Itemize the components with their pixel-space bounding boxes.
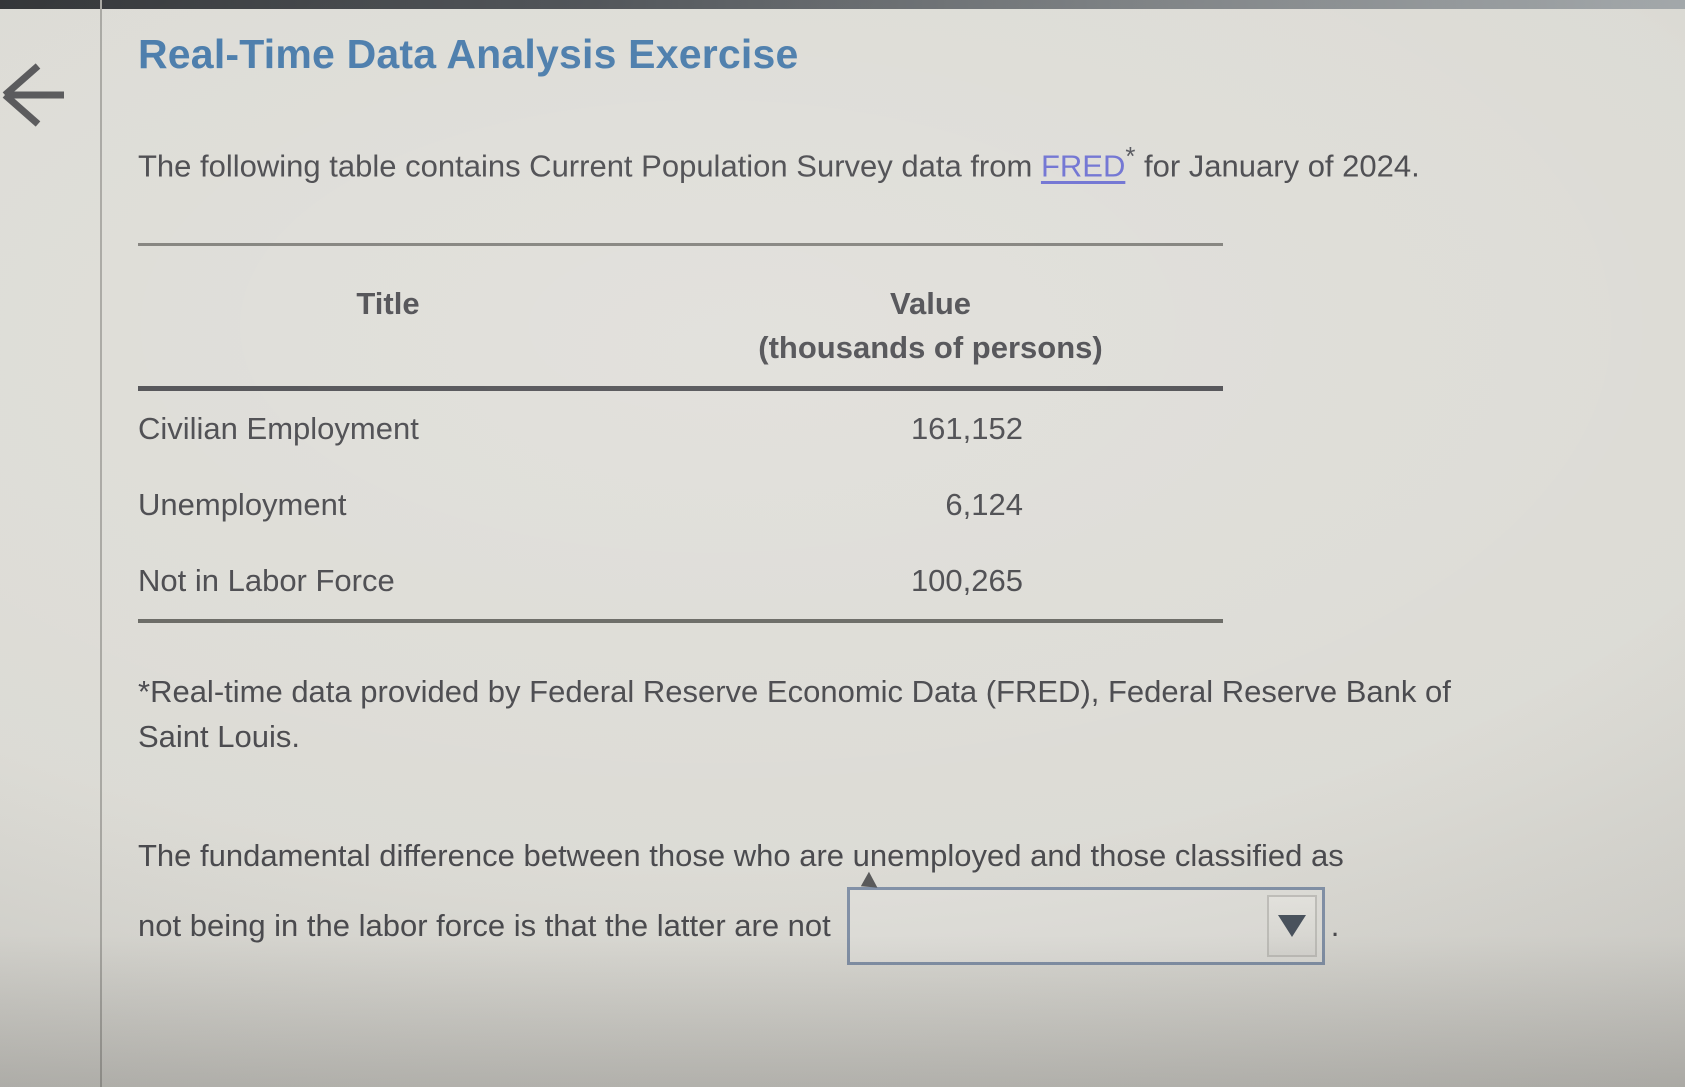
fred-link[interactable]: FRED: [1040, 148, 1126, 184]
table-row: Civilian Employment 161,152: [138, 391, 1223, 467]
arrow-left-to-bar-icon: [0, 54, 72, 136]
column-header-value-line1: Value: [890, 286, 971, 322]
screen-top-edge: [0, 0, 1685, 9]
row-title: Not in Labor Force: [138, 563, 395, 599]
exercise-panel: Real-Time Data Analysis Exercise The fol…: [138, 0, 1558, 967]
intro-text-after-link: for January of 2024.: [1135, 148, 1420, 184]
table-row: Not in Labor Force 100,265: [138, 543, 1223, 619]
row-title: Civilian Employment: [138, 411, 419, 447]
intro-paragraph: The following table contains Current Pop…: [138, 130, 1533, 193]
row-title: Unemployment: [138, 487, 347, 523]
back-button[interactable]: [0, 54, 72, 136]
footnote-marker: *: [1125, 143, 1136, 171]
answer-dropdown[interactable]: [846, 872, 1325, 966]
question-paragraph: The fundamental difference between those…: [138, 823, 1568, 967]
left-rail-divider: [100, 0, 102, 1087]
column-header-value: Value (thousands of persons): [638, 282, 1223, 370]
dropdown-arrow-button[interactable]: [1266, 895, 1317, 958]
question-line2: not being in the labor force is that the…: [138, 908, 831, 944]
fred-footnote: *Real-time data provided by Federal Rese…: [138, 674, 1451, 755]
table-body: Civilian Employment 161,152 Unemployment…: [138, 391, 1223, 624]
caret-down-icon: [1277, 915, 1306, 938]
row-value: 100,265: [910, 563, 1023, 599]
row-value: 161,152: [910, 411, 1023, 447]
answer-dropdown-value: [850, 890, 1267, 962]
intro-text-before-link: The following table contains Current Pop…: [138, 148, 1041, 184]
page-title: Real-Time Data Analysis Exercise: [138, 31, 799, 77]
question-line1: The fundamental difference between those…: [138, 838, 1344, 874]
sentence-period: .: [1330, 908, 1340, 944]
column-header-title: Title: [356, 286, 420, 322]
column-header-value-line2: (thousands of persons): [758, 330, 1103, 366]
table-header-row: Title Value (thousands of persons): [138, 246, 1223, 392]
table-row: Unemployment 6,124: [138, 467, 1223, 543]
cps-data-table: Title Value (thousands of persons) Civil…: [138, 243, 1223, 624]
row-value: 6,124: [945, 487, 1023, 523]
